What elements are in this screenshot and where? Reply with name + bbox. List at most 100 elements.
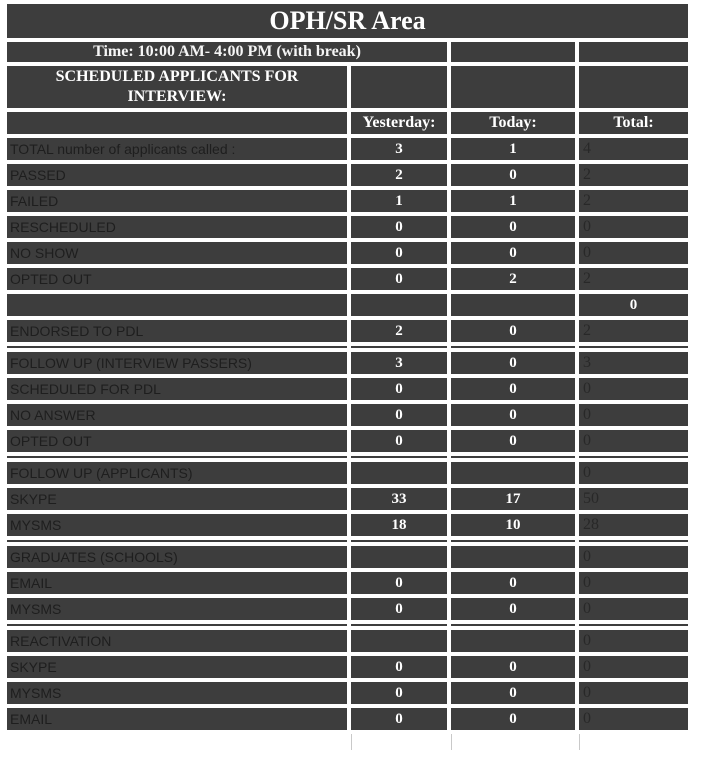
yesterday-value-cell: 0 (351, 598, 447, 620)
yesterday-value-cell (351, 546, 447, 568)
column-header-row: Yesterday: Today: Total: (7, 112, 688, 134)
row-label-cell: ENDORSED TO PDL (7, 320, 347, 342)
row-label-cell: FAILED (7, 190, 347, 212)
row-label-cell: RESCHEDULED (7, 216, 347, 238)
total-value-cell: 0 (579, 546, 688, 568)
row-label-cell: TOTAL number of applicants called : (7, 138, 347, 160)
today-value-cell: 0 (451, 378, 575, 400)
row-label-cell: OPTED OUT (7, 268, 347, 290)
table-row: MYSMS 18 10 28 (7, 514, 688, 536)
spacer-cell (7, 346, 347, 348)
row-label-cell: SKYPE (7, 488, 347, 510)
spacer-cell (451, 346, 575, 348)
total-value-cell: 3 (579, 352, 688, 374)
yesterday-value-cell: 0 (351, 404, 447, 426)
table-row: EMAIL 0 0 0 (7, 572, 688, 594)
row-label-cell: GRADUATES (SCHOOLS) (7, 546, 347, 568)
yesterday-value-cell: 3 (351, 138, 447, 160)
spacer-cell (351, 540, 447, 542)
table-row: REACTIVATION 0 (7, 630, 688, 652)
title-row: OPH/SR Area (7, 4, 688, 38)
spacer-cell (7, 540, 347, 542)
total-value-cell: 2 (579, 164, 688, 186)
spacer-cell (579, 456, 688, 458)
today-value-cell: 0 (451, 572, 575, 594)
today-value-cell: 1 (451, 190, 575, 212)
interview-report-table: OPH/SR Area Time: 10:00 AM- 4:00 PM (wit… (3, 0, 692, 754)
empty-cell (451, 66, 575, 108)
section-spacer-row (7, 540, 688, 542)
yesterday-value-cell: 18 (351, 514, 447, 536)
row-label-cell (7, 294, 347, 316)
row-label-cell: SKYPE (7, 656, 347, 678)
total-value-cell: 0 (579, 598, 688, 620)
table-row: SKYPE 0 0 0 (7, 656, 688, 678)
section-header-row: SCHEDULED APPLICANTS FOR INTERVIEW: (7, 66, 688, 108)
spacer-cell (7, 624, 347, 626)
table-row: GRADUATES (SCHOOLS) 0 (7, 546, 688, 568)
column-gridline (451, 734, 575, 750)
today-value-cell: 0 (451, 404, 575, 426)
yesterday-value-cell: 2 (351, 164, 447, 186)
total-value-cell: 2 (579, 268, 688, 290)
today-value-cell: 0 (451, 216, 575, 238)
total-value-cell: 0 (579, 656, 688, 678)
section-header-cell: SCHEDULED APPLICANTS FOR INTERVIEW: (7, 66, 347, 108)
table-row: MYSMS 0 0 0 (7, 598, 688, 620)
today-value-cell: 0 (451, 656, 575, 678)
today-value-cell: 0 (451, 164, 575, 186)
spacer-cell (451, 624, 575, 626)
total-value-cell: 0 (579, 708, 688, 730)
total-value-cell: 2 (579, 190, 688, 212)
total-value-cell: 0 (579, 462, 688, 484)
total-value-cell: 0 (579, 682, 688, 704)
today-value-cell (451, 462, 575, 484)
today-value-cell: 0 (451, 708, 575, 730)
spacer-cell (351, 624, 447, 626)
spacer-cell (7, 456, 347, 458)
spacer-cell (351, 456, 447, 458)
empty-cell (351, 66, 447, 108)
total-value-cell: 0 (579, 378, 688, 400)
section-spacer-row (7, 624, 688, 626)
row-label-cell: NO ANSWER (7, 404, 347, 426)
empty-cell (579, 66, 688, 108)
page-title: OPH/SR Area (7, 4, 688, 38)
row-label-cell: MYSMS (7, 514, 347, 536)
table-row: MYSMS 0 0 0 (7, 682, 688, 704)
table-row: OPTED OUT 0 2 2 (7, 268, 688, 290)
yesterday-value-cell: 0 (351, 430, 447, 452)
section-header-label: SCHEDULED APPLICANTS FOR INTERVIEW: (55, 68, 299, 105)
row-label-cell: SCHEDULED FOR PDL (7, 378, 347, 400)
row-label-cell: OPTED OUT (7, 430, 347, 452)
table-row: PASSED 2 0 2 (7, 164, 688, 186)
section-spacer-row (7, 346, 688, 348)
yesterday-value-cell: 0 (351, 378, 447, 400)
today-value-cell: 0 (451, 430, 575, 452)
empty-cell (451, 42, 575, 62)
table-row: SCHEDULED FOR PDL 0 0 0 (7, 378, 688, 400)
yesterday-value-cell: 0 (351, 656, 447, 678)
total-value-cell: 0 (579, 294, 688, 316)
column-header-total: Total: (579, 112, 688, 134)
total-value-cell: 0 (579, 404, 688, 426)
section-spacer-row (7, 456, 688, 458)
column-gridline (351, 734, 447, 750)
table-row: OPTED OUT 0 0 0 (7, 430, 688, 452)
yesterday-value-cell: 3 (351, 352, 447, 374)
spacer-cell (579, 540, 688, 542)
today-value-cell: 0 (451, 320, 575, 342)
table-row: NO SHOW 0 0 0 (7, 242, 688, 264)
table-row: RESCHEDULED 0 0 0 (7, 216, 688, 238)
today-value-cell (451, 294, 575, 316)
table-row: FOLLOW UP (APPLICANTS) 0 (7, 462, 688, 484)
yesterday-value-cell: 0 (351, 682, 447, 704)
yesterday-value-cell (351, 630, 447, 652)
yesterday-value-cell: 0 (351, 708, 447, 730)
yesterday-value-cell (351, 294, 447, 316)
today-value-cell: 1 (451, 138, 575, 160)
footer-empty-row (7, 734, 688, 750)
total-value-cell: 2 (579, 320, 688, 342)
total-value-cell: 0 (579, 572, 688, 594)
